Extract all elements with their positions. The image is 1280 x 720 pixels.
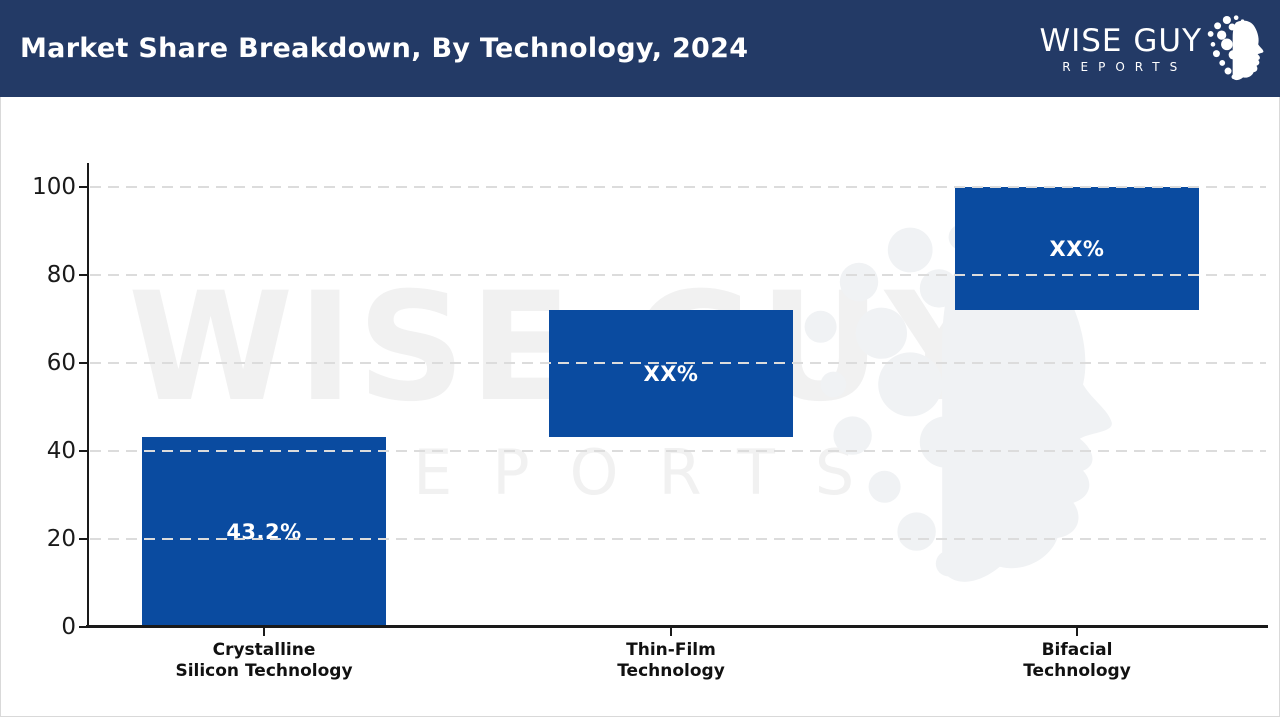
y-tick-label: 0 [61, 614, 76, 640]
gridline [90, 274, 1266, 276]
y-tick-mark [79, 450, 88, 452]
category-label-line: Silicon Technology [175, 661, 353, 681]
x-axis-line [86, 625, 1268, 628]
y-tick-mark [79, 274, 88, 276]
page-title: Market Share Breakdown, By Technology, 2… [20, 33, 749, 64]
logo-subtext: REPORTS [1062, 60, 1188, 74]
gridline [90, 362, 1266, 364]
category-label: Bifacial Technology [907, 640, 1247, 682]
y-tick-label: 100 [32, 174, 76, 200]
y-axis-line [87, 163, 89, 627]
y-tick-mark [79, 626, 88, 628]
gridline [90, 538, 1266, 540]
bar-value-label: 43.2% [226, 519, 302, 544]
bottom-hairline [0, 716, 1280, 717]
category-label-line: Technology [617, 661, 725, 681]
watermark-subtext: REPORTS [330, 436, 895, 509]
y-tick-mark [79, 538, 88, 540]
y-tick-label: 80 [46, 262, 76, 288]
logo-text: WISE GUY REPORTS [1039, 24, 1202, 74]
gridline [90, 450, 1266, 452]
bar-segment: XX% [955, 187, 1199, 311]
y-tick-mark [79, 186, 88, 188]
bar-value-label: XX% [643, 361, 699, 386]
y-tick-label: 20 [46, 526, 76, 552]
bar-value-label: XX% [1049, 236, 1105, 261]
x-tick-mark [670, 628, 672, 636]
logo-face-icon [1206, 13, 1264, 85]
bar-segment: XX% [549, 310, 793, 437]
category-label: Crystalline Silicon Technology [94, 640, 434, 682]
category-label-line: Technology [1023, 661, 1131, 681]
wise-guy-reports-logo: WISE GUY REPORTS [1039, 6, 1264, 92]
category-label-line: Crystalline [212, 640, 316, 660]
x-tick-mark [263, 628, 265, 636]
category-label-line: Thin-Film [626, 640, 716, 660]
left-hairline [0, 97, 1, 717]
logo-wordmark: WISE GUY [1039, 23, 1202, 59]
y-tick-label: 40 [46, 438, 76, 464]
y-tick-mark [79, 362, 88, 364]
category-label: Thin-Film Technology [501, 640, 841, 682]
y-tick-label: 60 [46, 350, 76, 376]
bar-segment: 43.2% [142, 436, 386, 627]
x-tick-mark [1076, 628, 1078, 636]
gridline [90, 186, 1266, 188]
header-banner: Market Share Breakdown, By Technology, 2… [0, 0, 1280, 97]
category-label-line: Bifacial [1041, 640, 1113, 660]
